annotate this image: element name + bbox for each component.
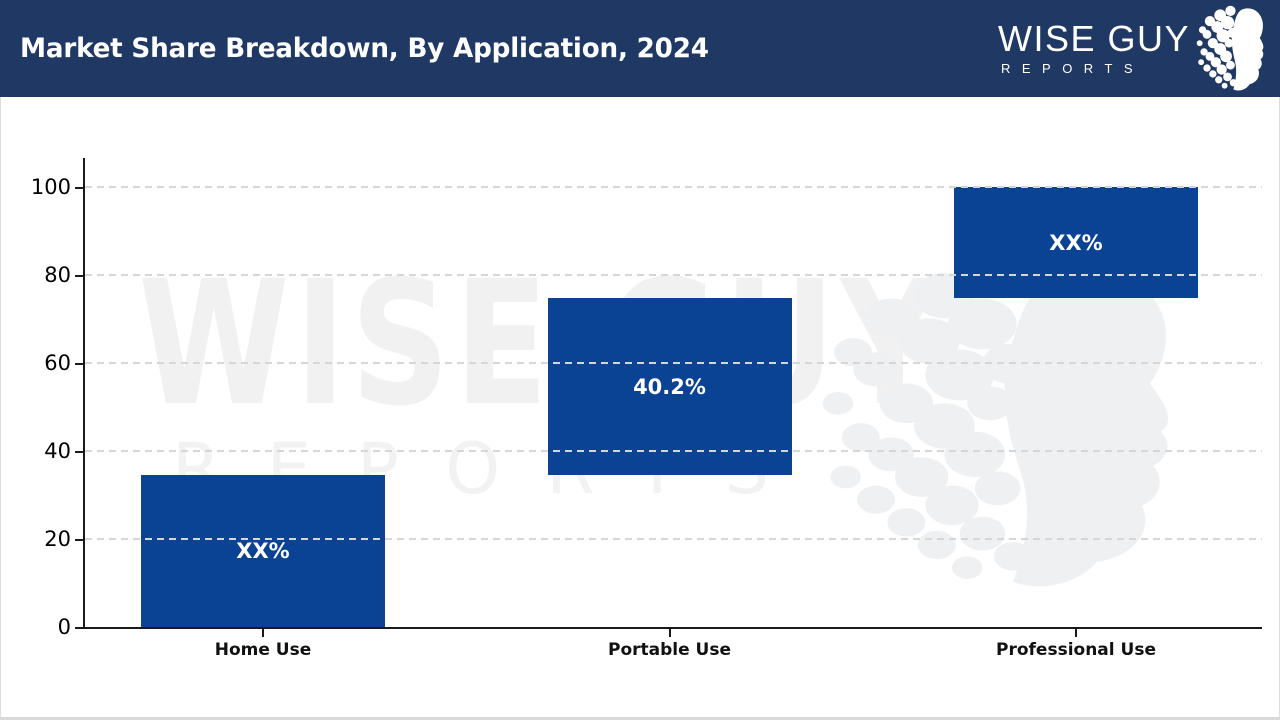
logo-wiseguy-text: WISE GUY bbox=[997, 18, 1190, 59]
y-axis-line bbox=[83, 158, 85, 629]
x-tick-portable-use bbox=[668, 629, 671, 637]
y-tick-label-80: 80 bbox=[44, 263, 71, 287]
gridline-100 bbox=[85, 186, 1262, 188]
y-tick-100 bbox=[75, 187, 83, 189]
gridline-40 bbox=[85, 450, 1262, 452]
bar-value-label-home-use: XX% bbox=[236, 539, 290, 564]
x-category-label-portable-use: Portable Use bbox=[607, 640, 732, 660]
bar-home-use: XX% bbox=[141, 475, 385, 627]
chart-title: Market Share Breakdown, By Application, … bbox=[20, 33, 709, 64]
bar-professional-use: XX% bbox=[954, 187, 1198, 299]
x-tick-professional-use bbox=[1075, 629, 1077, 637]
wiseguy-logo: WISE GUY REPORTS bbox=[998, 5, 1266, 93]
y-tick-label-40: 40 bbox=[44, 439, 71, 463]
y-tick-label-20: 20 bbox=[44, 527, 71, 551]
y-tick-label-100: 100 bbox=[30, 175, 71, 199]
y-tick-20 bbox=[75, 539, 83, 541]
y-tick-label-60: 60 bbox=[44, 351, 71, 375]
bar-value-label-portable-use: 40.2% bbox=[633, 374, 706, 399]
gridline-20 bbox=[85, 538, 1262, 540]
x-category-label-home-use: Home Use bbox=[214, 640, 312, 660]
bar-portable-use: 40.2% bbox=[547, 298, 792, 476]
x-category-label-professional-use: Professional Use bbox=[996, 640, 1156, 660]
logo-text: WISE GUY REPORTS bbox=[997, 18, 1190, 77]
left-border bbox=[0, 97, 1, 720]
wiseguy-face-icon bbox=[1196, 5, 1264, 90]
x-tick-home-use bbox=[262, 629, 264, 637]
header: Market Share Breakdown, By Application, … bbox=[0, 0, 1280, 97]
gridline-60 bbox=[85, 362, 1262, 364]
gridline-80 bbox=[85, 274, 1262, 276]
y-tick-0 bbox=[75, 627, 83, 629]
y-tick-60 bbox=[75, 363, 83, 365]
bottom-border bbox=[0, 717, 1280, 720]
y-tick-80 bbox=[75, 275, 83, 277]
bar-value-label-professional-use: XX% bbox=[1049, 230, 1103, 255]
y-tick-label-0: 0 bbox=[57, 615, 71, 639]
logo-reports-text: REPORTS bbox=[1000, 61, 1145, 76]
x-axis-line bbox=[85, 627, 1262, 629]
y-tick-40 bbox=[75, 451, 83, 453]
